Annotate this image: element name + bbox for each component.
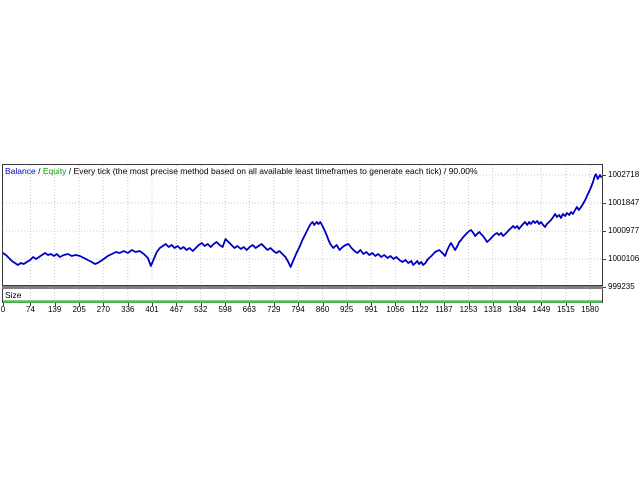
x-tick-mark <box>3 303 4 306</box>
x-tick-mark <box>468 303 470 306</box>
x-tick-mark <box>103 303 105 306</box>
x-tick-label: 1449 <box>532 305 551 314</box>
size-panel-label: Size <box>5 290 22 300</box>
x-tick-mark <box>200 303 202 306</box>
x-tick-label: 1187 <box>435 305 453 314</box>
size-panel: Size <box>2 289 603 303</box>
x-tick-mark <box>30 303 32 306</box>
x-tick-mark <box>492 303 494 306</box>
panel-separator <box>2 286 603 289</box>
x-tick-mark <box>517 303 519 306</box>
modelling-quality: 90.00% <box>448 166 478 176</box>
x-tick-mark <box>541 303 543 306</box>
x-tick-label: 1122 <box>411 305 429 314</box>
x-tick-label: 1318 <box>483 305 502 314</box>
x-tick-mark <box>54 303 56 306</box>
y-tick-mark <box>603 286 606 288</box>
y-tick-label: 999235 <box>608 281 635 291</box>
x-tick-mark <box>395 303 397 306</box>
y-tick-mark <box>603 258 606 260</box>
x-tick-mark <box>346 303 348 306</box>
size-grid-svg <box>29 289 591 300</box>
x-tick-mark <box>322 303 324 306</box>
header-separator: / <box>35 166 43 176</box>
y-tick-label: 1001847 <box>608 198 640 207</box>
model-description: Every tick (the most precise method base… <box>73 166 442 176</box>
x-tick-label: 598 <box>218 305 232 314</box>
size-bar <box>3 300 602 303</box>
header-separator: / <box>441 166 449 176</box>
x-tick-label: 205 <box>72 305 86 314</box>
x-tick-mark <box>273 303 275 306</box>
x-tick-mark <box>297 303 299 306</box>
balance-line-svg <box>3 165 602 285</box>
x-tick-label: 663 <box>242 305 256 314</box>
x-tick-mark <box>79 303 81 306</box>
x-tick-label: 1384 <box>508 305 527 314</box>
x-tick-mark <box>127 303 129 306</box>
x-tick-label: 74 <box>26 305 35 314</box>
x-tick-mark <box>590 303 591 306</box>
x-tick-mark <box>419 303 421 306</box>
y-tick-mark <box>603 203 606 204</box>
x-tick-label: 794 <box>291 305 305 314</box>
x-tick-label: 1056 <box>386 305 405 314</box>
x-tick-label: 1253 <box>459 305 478 314</box>
header-separator: / <box>66 166 74 176</box>
x-tick-label: 532 <box>193 305 208 314</box>
x-tick-label: 860 <box>315 305 330 314</box>
y-tick-label: 1002718 <box>608 170 640 179</box>
legend-balance: Balance <box>5 166 36 176</box>
x-tick-mark <box>565 303 567 306</box>
y-tick-mark <box>603 230 606 232</box>
x-tick-mark <box>371 303 373 306</box>
balance-chart-plot: Balance / Equity / Every tick (the most … <box>2 164 603 286</box>
x-tick-mark <box>176 303 178 306</box>
x-tick-label: 729 <box>267 305 281 314</box>
x-tick-label: 270 <box>96 305 110 314</box>
x-tick-label: 139 <box>47 305 62 314</box>
x-tick-label: 991 <box>364 305 378 314</box>
x-tick-label: 336 <box>121 305 135 314</box>
y-tick-mark <box>603 175 606 176</box>
chart-header: Balance / Equity / Every tick (the most … <box>5 166 478 176</box>
x-tick-label: 1515 <box>556 305 575 314</box>
x-tick-label: 467 <box>169 305 184 314</box>
y-tick-label: 1000977 <box>608 225 640 235</box>
y-tick-label: 1000106 <box>608 253 640 263</box>
x-tick-mark <box>443 303 445 306</box>
x-tick-label: 0 <box>0 305 6 314</box>
x-tick-label: 1580 <box>581 305 599 314</box>
x-tick-mark <box>249 303 251 306</box>
legend-equity: Equity <box>42 166 67 176</box>
x-tick-label: 925 <box>339 305 354 314</box>
x-tick-label: 401 <box>145 305 159 314</box>
x-tick-mark <box>225 303 227 306</box>
x-tick-mark <box>151 303 153 306</box>
